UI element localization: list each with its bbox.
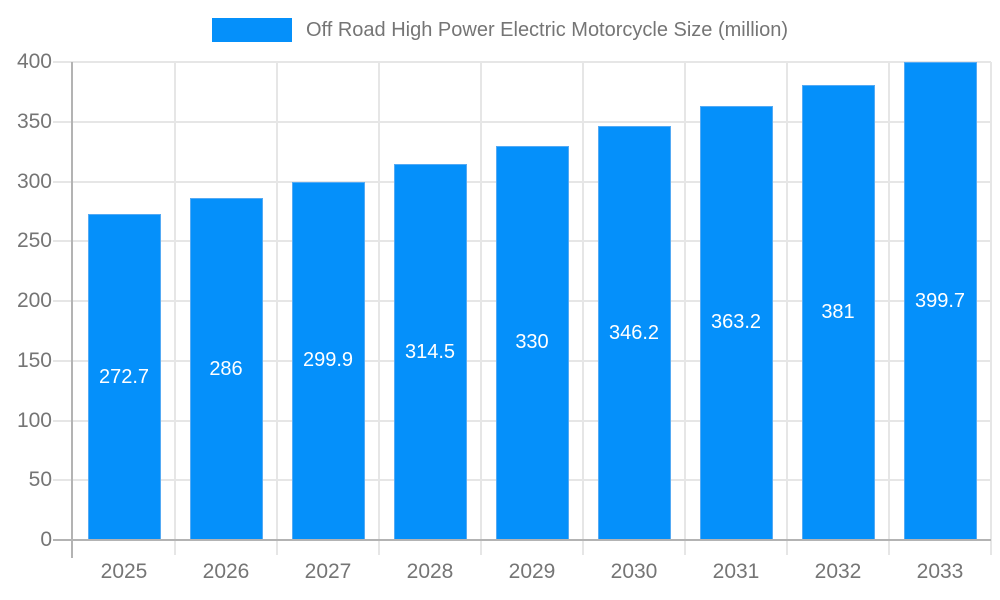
- y-axis-tick-label: 300: [16, 169, 52, 193]
- legend-series-label: Off Road High Power Electric Motorcycle …: [305, 18, 788, 41]
- legend-item-series[interactable]: Off Road High Power Electric Motorcycle …: [211, 18, 788, 42]
- bar-2031[interactable]: 363.2: [699, 105, 773, 540]
- bar-2029[interactable]: 330: [495, 145, 569, 540]
- x-gridline: [276, 62, 278, 555]
- x-axis-tick-label: 2031: [712, 560, 760, 583]
- y-axis-tick-label: 150: [16, 348, 52, 372]
- x-axis-tick-label: 2033: [916, 560, 964, 583]
- chart-legend: Off Road High Power Electric Motorcycle …: [0, 18, 1000, 42]
- bar-value-label: 286: [209, 357, 243, 380]
- bar-2025[interactable]: 272.7: [87, 214, 161, 540]
- x-gridline: [888, 62, 890, 555]
- bar-2033[interactable]: 399.7: [903, 62, 977, 540]
- x-axis-tick-label: 2028: [406, 560, 454, 583]
- bar-value-label: 346.2: [608, 321, 660, 344]
- bar-2027[interactable]: 299.9: [291, 181, 365, 540]
- x-gridline: [684, 62, 686, 555]
- bar-2032[interactable]: 381: [801, 84, 875, 540]
- y-axis-tick-label: 350: [16, 109, 52, 133]
- y-gridline: [53, 61, 991, 63]
- x-gridline: [990, 62, 992, 555]
- y-axis-tick-label: 50: [28, 468, 52, 492]
- x-gridline: [786, 62, 788, 555]
- bar-value-label: 314.5: [404, 340, 456, 363]
- x-gridline: [174, 62, 176, 555]
- legend-color-swatch-icon: [211, 18, 292, 42]
- x-axis-tick-label: 2030: [610, 560, 658, 583]
- x-axis-tick-label: 2025: [100, 560, 148, 583]
- bar-2026[interactable]: 286: [189, 198, 263, 540]
- y-axis-tick-label: 200: [16, 289, 52, 312]
- bar-value-label: 272.7: [98, 365, 150, 388]
- bar-value-label: 299.9: [302, 349, 354, 372]
- x-axis-tick-label: 2027: [304, 560, 352, 583]
- x-axis-baseline: [53, 539, 991, 541]
- x-axis-tick-label: 2032: [814, 560, 862, 583]
- x-gridline: [378, 62, 380, 555]
- bar-2030[interactable]: 346.2: [597, 126, 671, 540]
- y-axis-tick-label: 100: [16, 408, 52, 432]
- y-axis-tick-label: 250: [16, 229, 52, 253]
- y-axis-tick-label: 0: [40, 528, 52, 551]
- x-axis-tick-label: 2029: [508, 560, 556, 583]
- bar-value-label: 381: [821, 300, 855, 323]
- x-axis-tick-label: 2026: [202, 560, 250, 583]
- bar-value-label: 330: [515, 331, 549, 354]
- bar-2028[interactable]: 314.5: [393, 164, 467, 540]
- bar-value-label: 399.7: [914, 289, 966, 312]
- x-gridline: [582, 62, 584, 555]
- y-axis-line: [71, 62, 73, 558]
- y-gridline: [53, 120, 991, 123]
- y-axis-tick-label: 400: [16, 50, 52, 73]
- x-gridline: [480, 62, 482, 555]
- bar-value-label: 363.2: [710, 311, 762, 334]
